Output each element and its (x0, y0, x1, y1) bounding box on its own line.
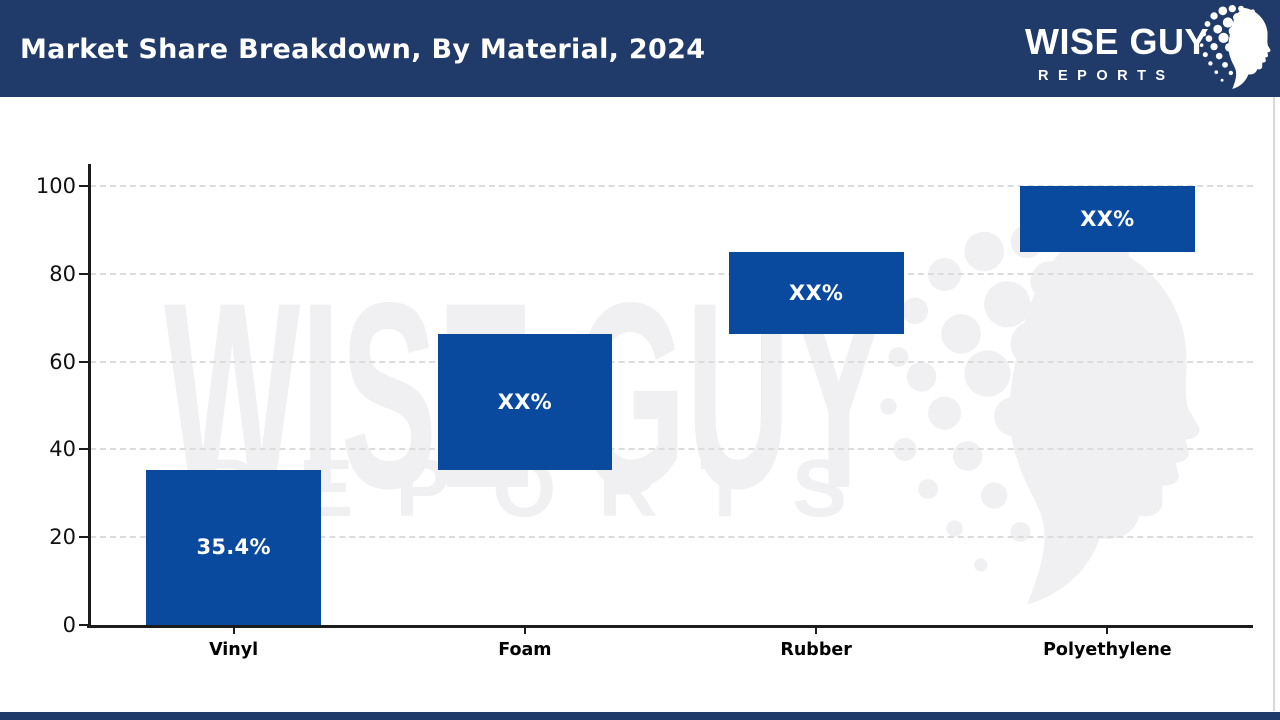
chart-title: Market Share Breakdown, By Material, 202… (20, 34, 706, 65)
wiseguy-logo: WISE GUY REPORTS (1000, 2, 1272, 94)
bar-segment-vinyl: 35.4% (146, 469, 321, 625)
y-tick-label: 100 (35, 174, 76, 198)
bar-value-label: XX% (788, 281, 844, 306)
logo-subtext: REPORTS (1038, 68, 1175, 84)
x-axis-line (87, 625, 1253, 628)
x-category-label: Rubber (780, 640, 852, 660)
bar-value-label: 35.4% (196, 535, 271, 560)
y-tick-label: 0 (62, 613, 76, 637)
gridline (90, 185, 1253, 187)
y-tick-mark (79, 536, 88, 539)
x-category-label: Vinyl (209, 640, 259, 660)
y-tick-mark (79, 272, 88, 275)
logo-wordmark: WISE GUY (1025, 21, 1209, 62)
y-axis-line (88, 164, 91, 628)
x-tick-mark (523, 627, 526, 634)
x-category-label: Foam (498, 640, 552, 660)
gridline (90, 536, 1253, 539)
y-tick-label: 60 (49, 349, 76, 374)
bar-value-label: XX% (497, 389, 553, 414)
footer-bar (0, 712, 1280, 720)
x-tick-mark (232, 627, 235, 634)
header-bar: Market Share Breakdown, By Material, 202… (0, 0, 1280, 97)
x-tick-mark (815, 627, 818, 634)
y-tick-label: 40 (49, 437, 76, 462)
gridline (90, 272, 1253, 275)
bar-segment-rubber: XX% (728, 251, 904, 335)
wiseguy-logo-graphic: WISE GUY REPORTS (1025, 5, 1271, 89)
y-tick-mark (79, 448, 88, 451)
y-tick-label: 80 (49, 261, 76, 286)
y-tick-mark (79, 624, 88, 626)
bar-segment-foam: XX% (437, 334, 613, 470)
x-category-label: Polyethylene (1043, 640, 1172, 660)
y-tick-mark (79, 360, 88, 363)
y-tick-mark (79, 185, 88, 187)
right-edge-line (1273, 97, 1275, 711)
bar-value-label: XX% (1080, 206, 1135, 231)
gridline (90, 360, 1253, 363)
x-tick-mark (1106, 627, 1109, 634)
y-tick-label: 20 (49, 525, 76, 550)
bar-segment-polyethylene: XX% (1020, 186, 1195, 252)
gridline (90, 448, 1253, 451)
